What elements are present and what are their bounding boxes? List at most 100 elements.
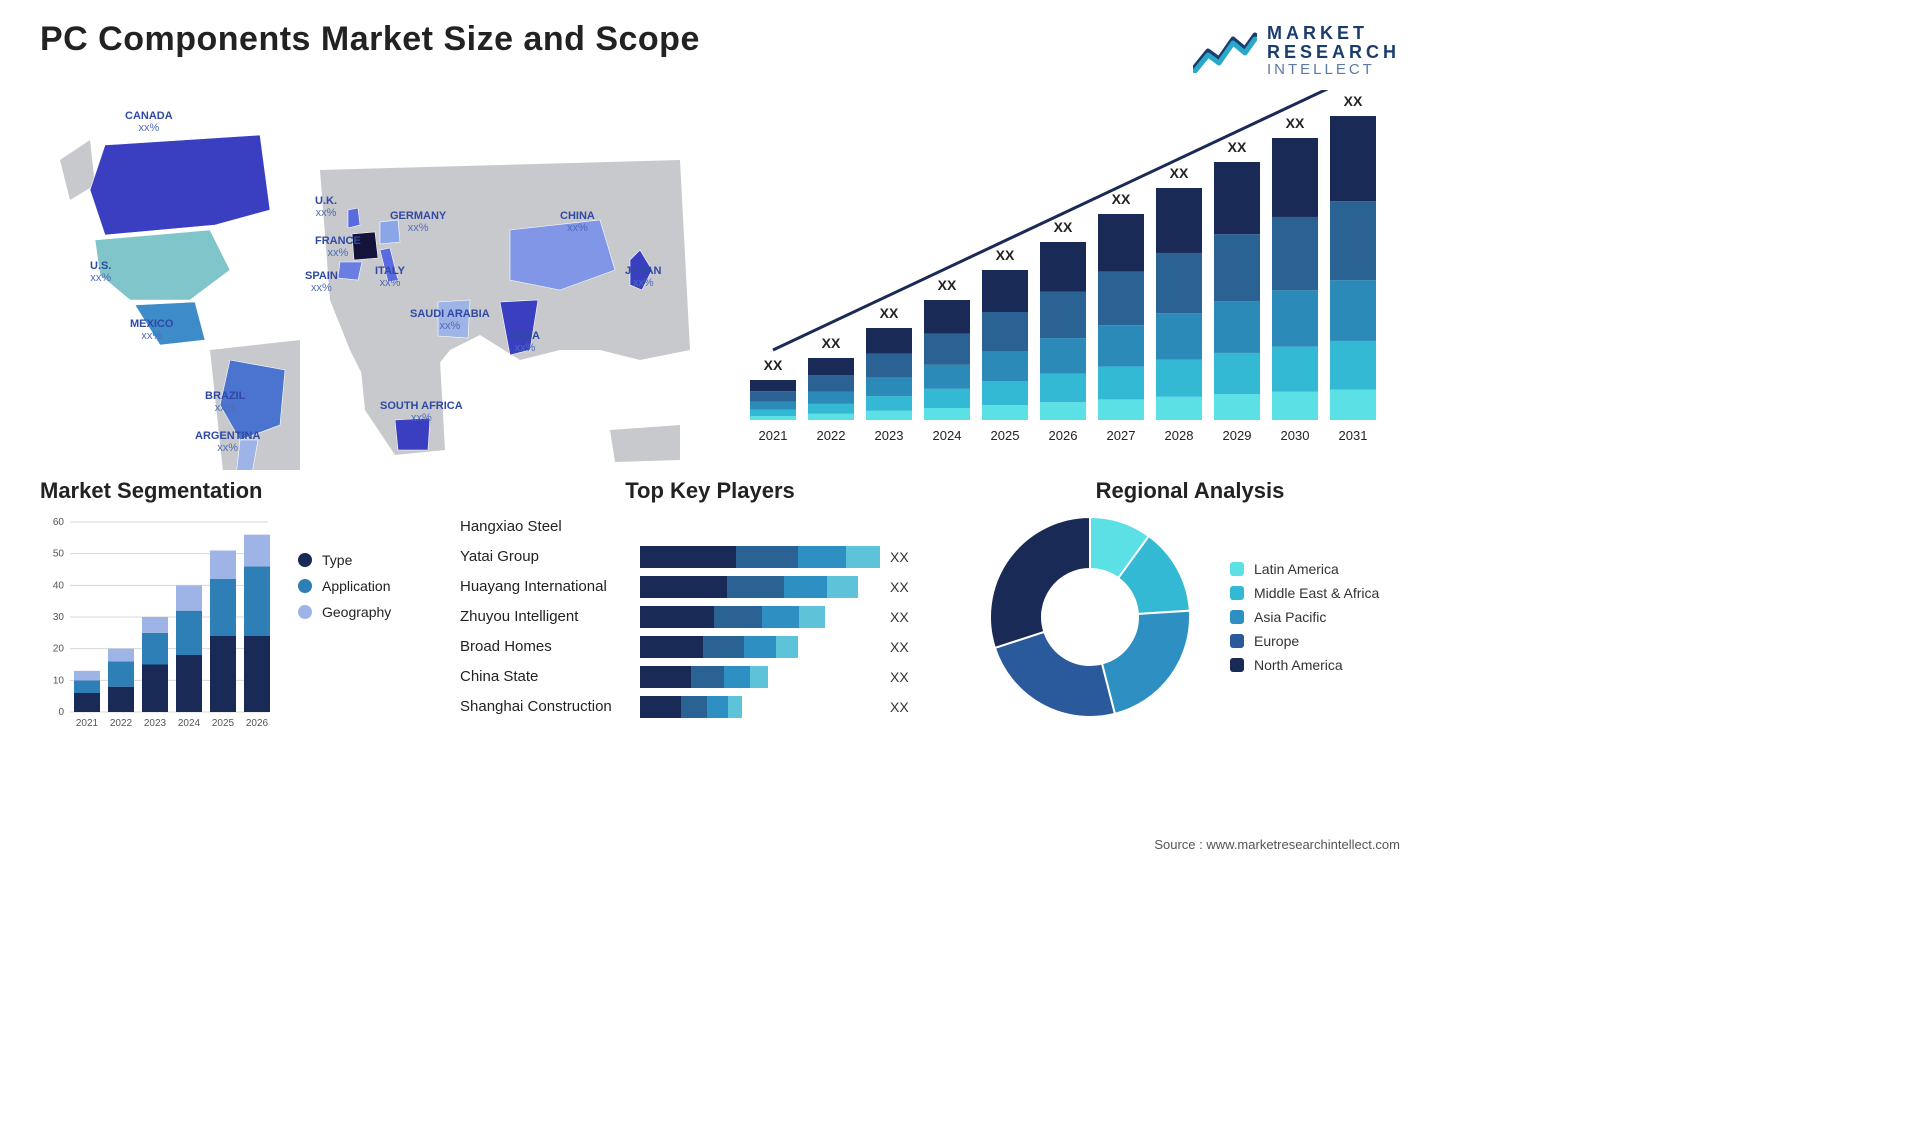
forecast-bar-2027-seg1 xyxy=(1098,366,1144,399)
legend-swatch xyxy=(1230,658,1244,672)
seg-bar-2022-application xyxy=(108,661,134,686)
seg-bar-2024-geography xyxy=(176,585,202,610)
forecast-value-2025: XX xyxy=(996,247,1015,263)
forecast-bar-2030-seg4 xyxy=(1272,138,1318,217)
logo-line2: RESEARCH xyxy=(1267,43,1400,62)
player-name: Zhuyou Intelligent xyxy=(460,608,640,625)
forecast-bar-2023-seg4 xyxy=(866,328,912,354)
legend-label: Type xyxy=(322,552,352,568)
forecast-value-2024: XX xyxy=(938,277,957,293)
forecast-value-2026: XX xyxy=(1054,219,1073,235)
player-value: XX xyxy=(890,579,909,595)
player-row-5: China StateXX xyxy=(460,662,960,692)
forecast-bar-2031-seg4 xyxy=(1330,116,1376,201)
map-label-saudi-arabia: SAUDI ARABIAxx% xyxy=(410,308,490,332)
seg-bar-2021-application xyxy=(74,680,100,693)
players-chart: Hangxiao SteelYatai GroupXXHuayang Inter… xyxy=(460,512,960,722)
player-bar xyxy=(640,606,880,628)
svg-text:2026: 2026 xyxy=(246,718,269,729)
forecast-bar-2024-seg3 xyxy=(924,333,970,364)
forecast-bar-chart: XX2021XX2022XX2023XX2024XX2025XX2026XX20… xyxy=(730,90,1410,470)
forecast-bar-2027-seg3 xyxy=(1098,271,1144,325)
player-bar-seg1 xyxy=(681,696,708,718)
forecast-bar-2028-seg1 xyxy=(1156,359,1202,396)
forecast-bar-2029-seg2 xyxy=(1214,301,1260,353)
players-title: Top Key Players xyxy=(460,478,960,504)
seg-bar-2022-type xyxy=(108,686,134,711)
forecast-bar-2021-seg2 xyxy=(750,401,796,409)
forecast-bar-2021-seg4 xyxy=(750,380,796,391)
player-bar xyxy=(640,696,880,718)
map-label-u-k-: U.K.xx% xyxy=(315,195,337,219)
map-country-uk xyxy=(348,208,360,228)
forecast-year-2026: 2026 xyxy=(1049,428,1078,443)
region-legend-north-america: North America xyxy=(1230,657,1379,673)
player-value: XX xyxy=(890,699,909,715)
region-legend-middle-east-africa: Middle East & Africa xyxy=(1230,585,1379,601)
player-bar-seg2 xyxy=(762,606,799,628)
forecast-bar-2031-seg2 xyxy=(1330,280,1376,341)
seg-bar-2023-application xyxy=(142,632,168,664)
map-label-india: INDIAxx% xyxy=(510,330,540,354)
seg-legend-application: Application xyxy=(298,578,391,594)
forecast-year-2031: 2031 xyxy=(1339,428,1368,443)
seg-bar-2025-geography xyxy=(210,550,236,579)
forecast-bar-2021-seg0 xyxy=(750,416,796,420)
forecast-bar-2029-seg4 xyxy=(1214,162,1260,234)
player-bar-seg3 xyxy=(776,636,798,658)
legend-swatch xyxy=(298,579,312,593)
svg-text:2023: 2023 xyxy=(144,718,167,729)
forecast-bar-2028-seg4 xyxy=(1156,188,1202,253)
forecast-bar-2021-seg1 xyxy=(750,409,796,415)
forecast-bar-2021-seg3 xyxy=(750,391,796,401)
legend-swatch xyxy=(1230,586,1244,600)
forecast-value-2027: XX xyxy=(1112,191,1131,207)
svg-text:10: 10 xyxy=(53,675,65,686)
forecast-bar-2023-seg2 xyxy=(866,377,912,395)
player-bar-seg0 xyxy=(640,666,691,688)
legend-swatch xyxy=(298,553,312,567)
player-bar xyxy=(640,666,880,688)
player-value: XX xyxy=(890,609,909,625)
svg-text:2022: 2022 xyxy=(110,718,133,729)
forecast-bar-2027-seg0 xyxy=(1098,399,1144,420)
region-legend-europe: Europe xyxy=(1230,633,1379,649)
svg-text:2024: 2024 xyxy=(178,718,201,729)
seg-bar-2021-geography xyxy=(74,670,100,680)
player-bar-seg0 xyxy=(640,636,703,658)
forecast-bar-2022-seg0 xyxy=(808,413,854,419)
player-bar-seg3 xyxy=(846,546,880,568)
forecast-year-2028: 2028 xyxy=(1165,428,1194,443)
forecast-bar-2029-seg0 xyxy=(1214,394,1260,420)
player-bar-seg3 xyxy=(750,666,768,688)
forecast-value-2031: XX xyxy=(1344,93,1363,109)
player-bar xyxy=(640,516,880,538)
player-bar-seg1 xyxy=(727,576,784,598)
brand-logo: MARKET RESEARCH INTELLECT xyxy=(1193,24,1400,78)
forecast-value-2021: XX xyxy=(764,357,783,373)
map-label-mexico: MEXICOxx% xyxy=(130,318,173,342)
player-bar xyxy=(640,636,880,658)
forecast-bar-2026-seg2 xyxy=(1040,338,1086,374)
player-bar-seg3 xyxy=(799,606,825,628)
player-bar-seg2 xyxy=(784,576,828,598)
player-name: Yatai Group xyxy=(460,548,640,565)
map-label-brazil: BRAZILxx% xyxy=(205,390,245,414)
forecast-year-2030: 2030 xyxy=(1281,428,1310,443)
seg-legend-geography: Geography xyxy=(298,604,391,620)
forecast-bar-2028-seg2 xyxy=(1156,313,1202,359)
logo-line1: MARKET xyxy=(1267,24,1400,43)
forecast-bar-2024-seg4 xyxy=(924,300,970,334)
map-label-france: FRANCExx% xyxy=(315,235,361,259)
legend-label: Middle East & Africa xyxy=(1254,585,1379,601)
forecast-year-2025: 2025 xyxy=(991,428,1020,443)
legend-swatch xyxy=(1230,634,1244,648)
forecast-year-2022: 2022 xyxy=(817,428,846,443)
forecast-bar-2025-seg0 xyxy=(982,405,1028,420)
player-bar-seg0 xyxy=(640,576,727,598)
player-value: XX xyxy=(890,639,909,655)
regional-legend: Latin AmericaMiddle East & AfricaAsia Pa… xyxy=(1230,553,1379,681)
player-bar-seg1 xyxy=(736,546,798,568)
player-bar-seg2 xyxy=(798,546,846,568)
forecast-bar-2026-seg0 xyxy=(1040,402,1086,420)
